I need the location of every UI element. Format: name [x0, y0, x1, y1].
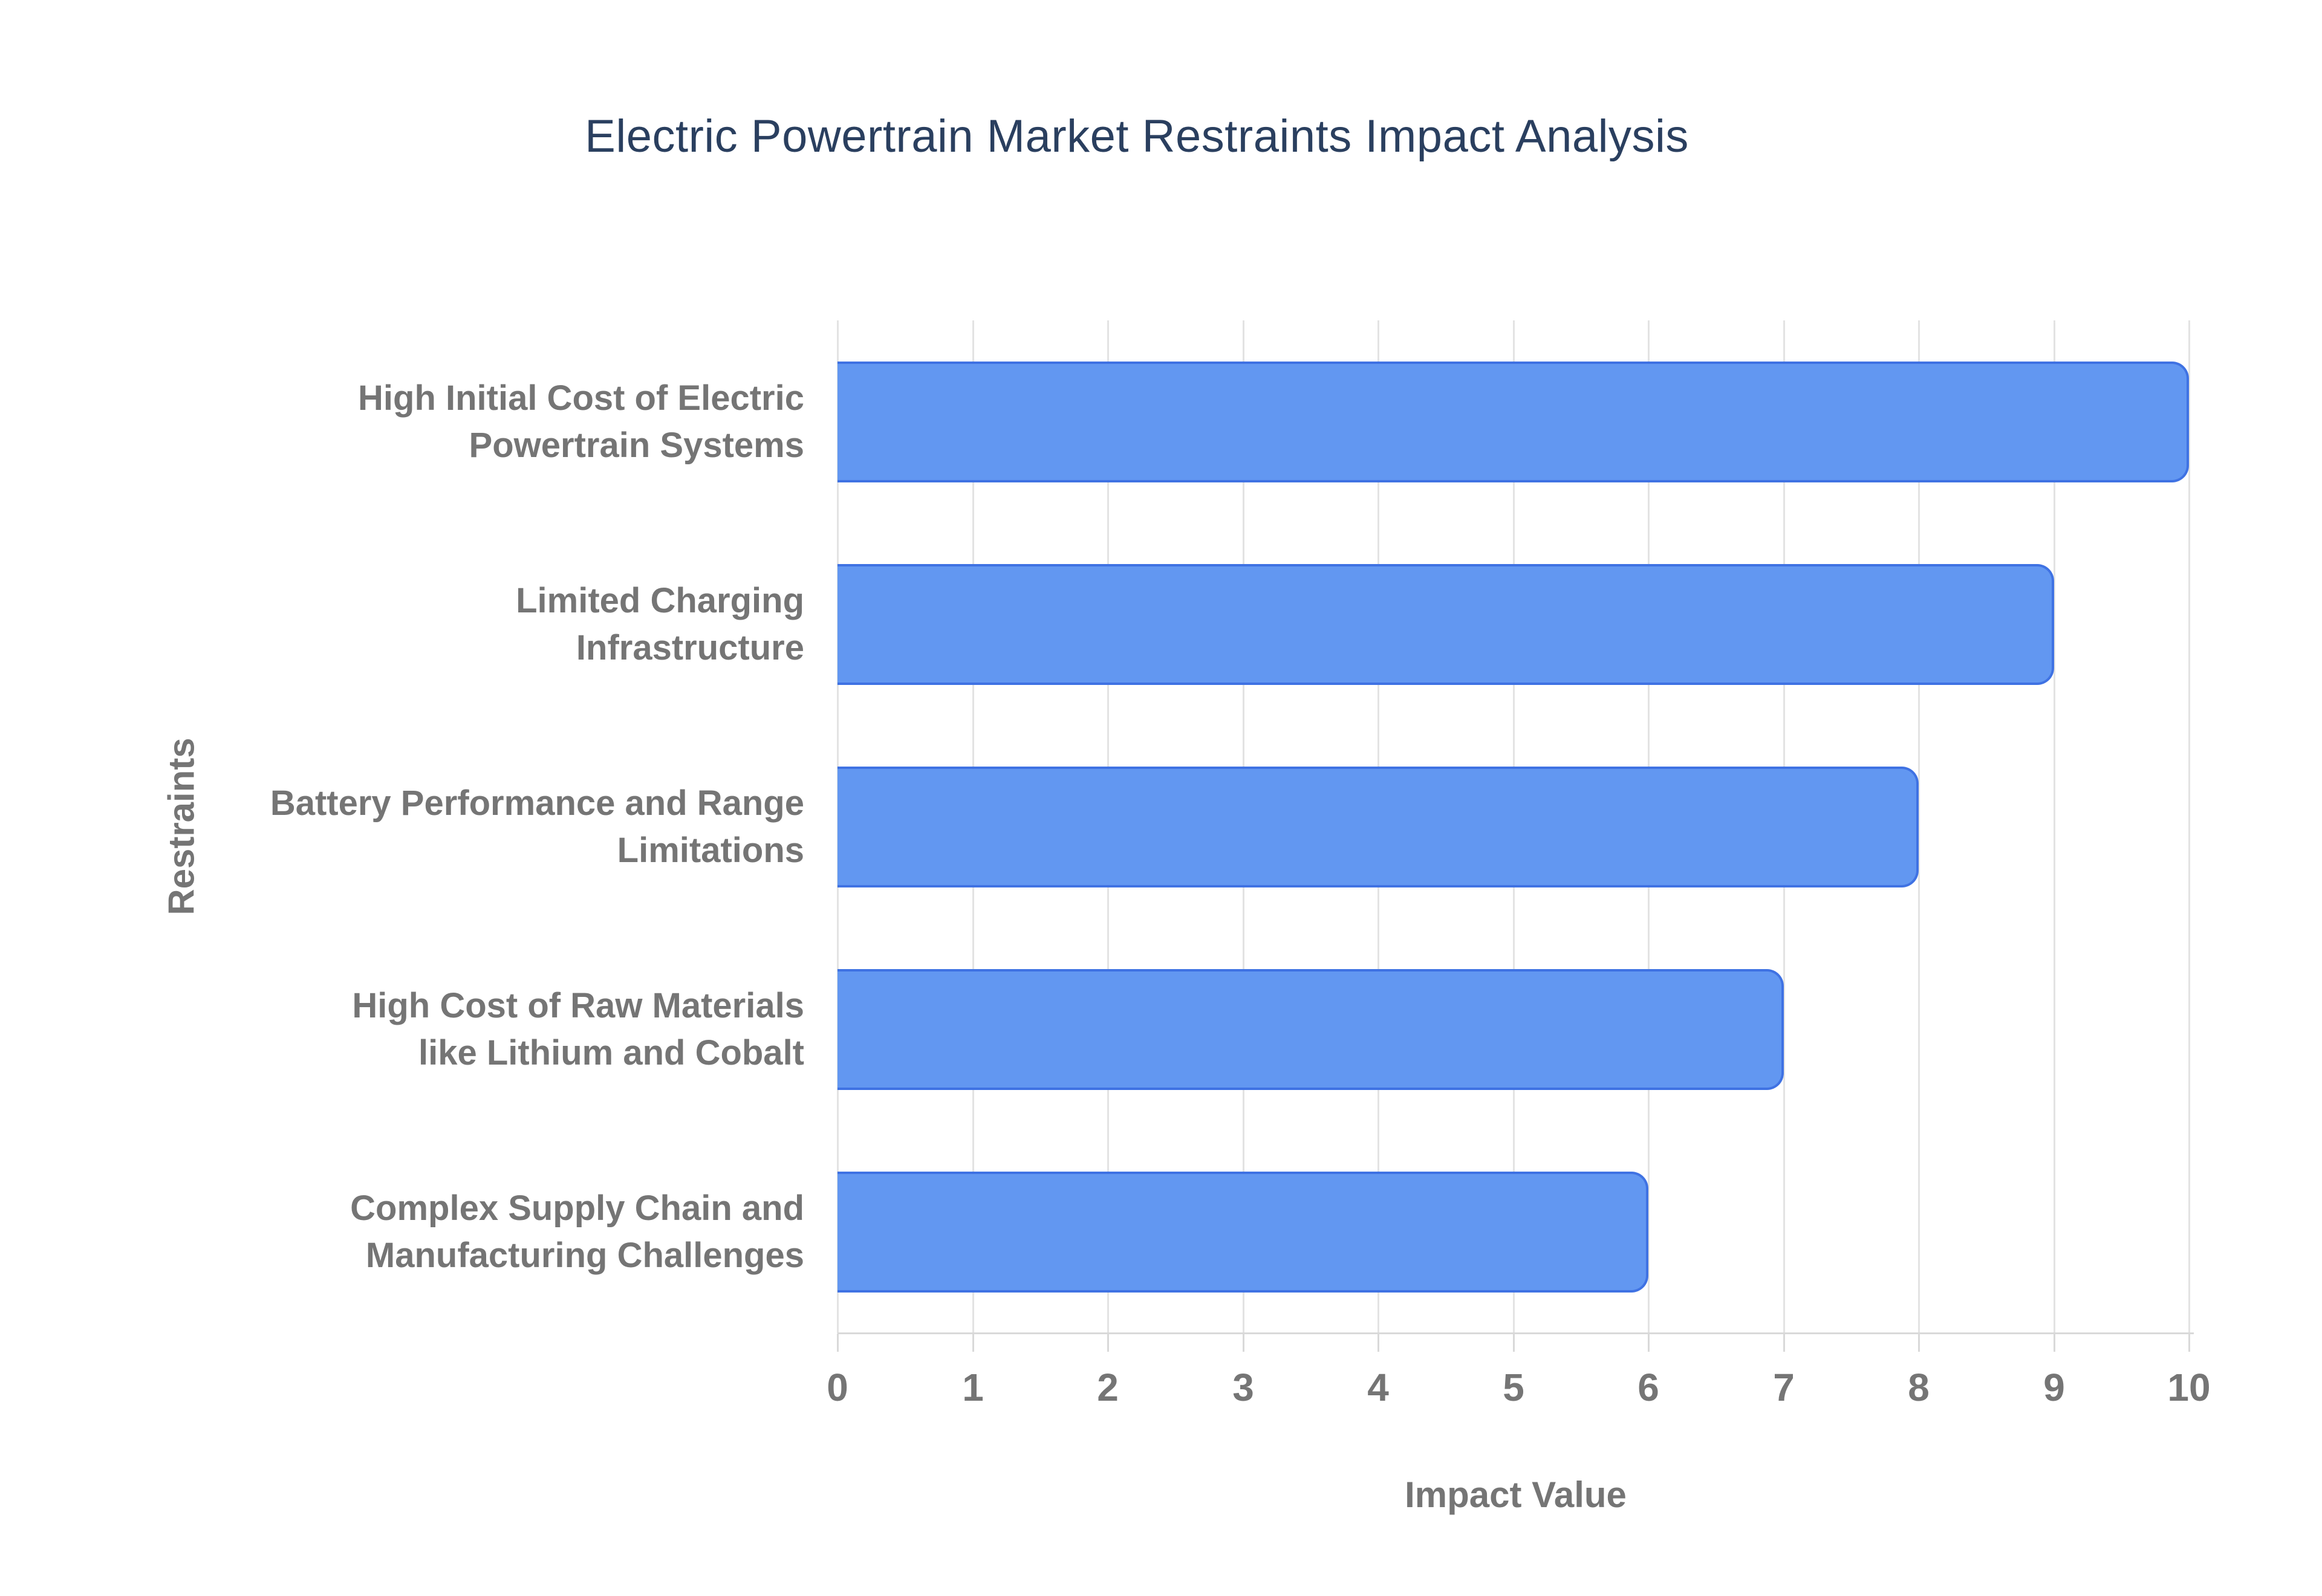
x-tick-label: 0 — [827, 1366, 848, 1409]
category-label-line: Powertrain Systems — [469, 425, 804, 465]
x-tick-mark — [1783, 1334, 1785, 1352]
category-label-line: High Initial Cost of Electric — [358, 378, 804, 418]
category-label: Limited Charging Infrastructure — [0, 523, 804, 725]
category-label-line: High Cost of Raw Materials — [352, 985, 804, 1025]
x-tick-label: 9 — [2043, 1366, 2065, 1409]
x-tick-mark — [1107, 1334, 1109, 1352]
category-label-line: Manufacturing Challenges — [365, 1235, 804, 1275]
bar — [837, 564, 2054, 685]
x-tick-mark — [2054, 1334, 2055, 1352]
x-tick-label: 5 — [1503, 1366, 1524, 1409]
x-tick-mark — [1513, 1334, 1515, 1352]
x-tick-mark — [2188, 1334, 2190, 1352]
plot-area — [837, 320, 2194, 1334]
x-tick-label: 4 — [1367, 1366, 1389, 1409]
bar — [837, 362, 2189, 482]
x-tick-mark — [837, 1334, 839, 1352]
x-tick-label: 7 — [1773, 1366, 1795, 1409]
x-tick-label: 3 — [1232, 1366, 1254, 1409]
chart-title: Electric Powertrain Market Restraints Im… — [585, 111, 1689, 162]
category-label-line: like Lithium and Cobalt — [418, 1033, 804, 1072]
x-tick-label: 2 — [1097, 1366, 1119, 1409]
bar — [837, 767, 1919, 887]
category-label: Complex Supply Chain and Manufacturing Ch… — [0, 1130, 804, 1333]
category-label-line: Limited Charging — [516, 580, 804, 620]
x-tick-label: 6 — [1637, 1366, 1659, 1409]
x-axis-title: Impact Value — [1405, 1474, 1627, 1515]
category-label-line: Battery Performance and Range — [270, 783, 804, 823]
x-tick-mark — [1243, 1334, 1244, 1352]
category-label-line: Complex Supply Chain and — [350, 1188, 804, 1228]
x-tick-mark — [1918, 1334, 1920, 1352]
category-label: Battery Performance and Range Limitations — [0, 725, 804, 928]
category-label-line: Infrastructure — [576, 628, 804, 667]
category-label: High Cost of Raw Materials like Lithium a… — [0, 928, 804, 1130]
x-tick-label: 10 — [2167, 1366, 2211, 1409]
x-tick-mark — [1377, 1334, 1379, 1352]
gridline — [2188, 320, 2190, 1333]
x-tick-mark — [972, 1334, 974, 1352]
bar — [837, 1172, 1648, 1293]
x-axis-line — [837, 1332, 2194, 1334]
gridline — [2054, 320, 2055, 1333]
category-label: High Initial Cost of Electric Powertrain … — [0, 320, 804, 523]
category-label-line: Limitations — [617, 830, 804, 870]
bar — [837, 969, 1784, 1090]
x-tick-mark — [1648, 1334, 1650, 1352]
gridline — [1918, 320, 1920, 1333]
x-tick-label: 1 — [962, 1366, 984, 1409]
x-tick-label: 8 — [1908, 1366, 1930, 1409]
